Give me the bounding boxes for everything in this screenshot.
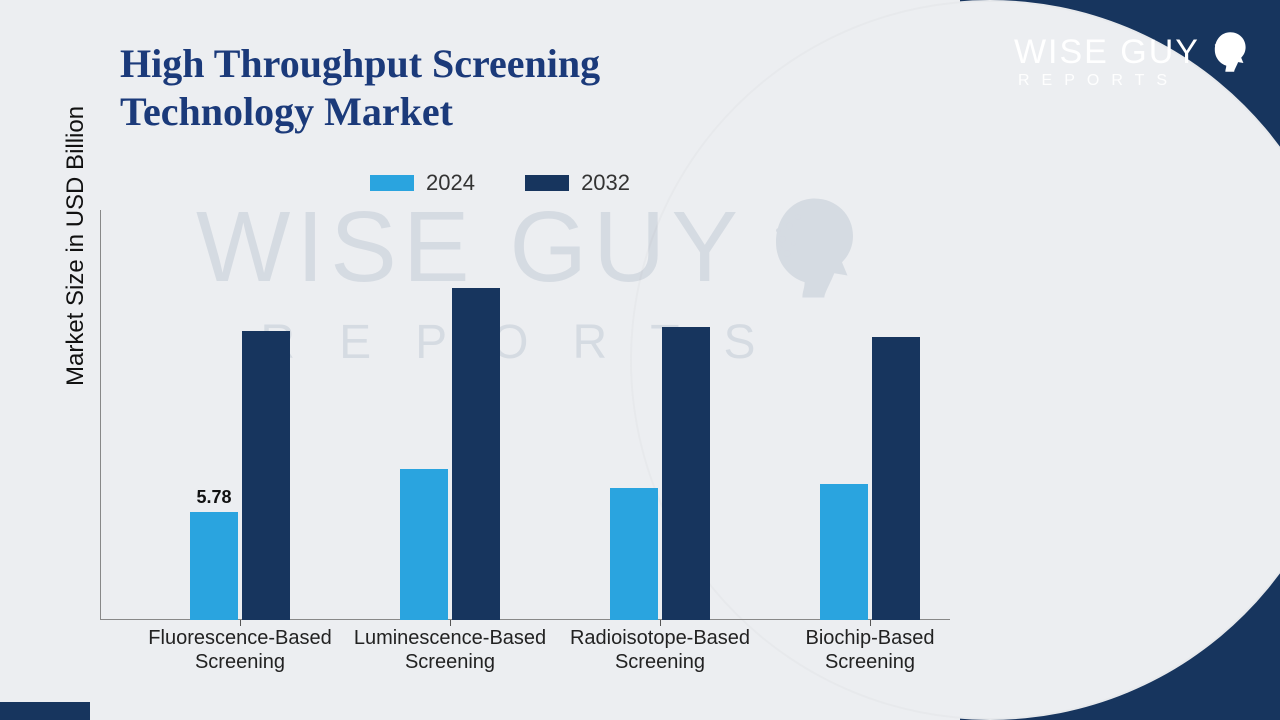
bar-3-s1	[872, 337, 920, 620]
logo-line1: WISE GUY	[1014, 33, 1200, 72]
x-label-2: Radioisotope-BasedScreening	[550, 626, 770, 674]
legend-swatch-2032	[525, 175, 569, 191]
legend-label-2032: 2032	[581, 170, 630, 196]
x-label-1: Luminescence-BasedScreening	[340, 626, 560, 674]
y-axis-label: Market Size in USD Billion	[62, 106, 90, 386]
bar-1-s0	[400, 469, 448, 620]
legend-item-2032: 2032	[525, 170, 630, 196]
bar-0-s1	[242, 331, 290, 620]
bar-2-s0	[610, 488, 658, 620]
legend-item-2024: 2024	[370, 170, 475, 196]
x-label-0: Fluorescence-BasedScreening	[130, 626, 350, 674]
legend: 2024 2032	[0, 170, 1000, 197]
plot-area: 5.78	[100, 210, 950, 620]
bar-1-s1	[452, 288, 500, 620]
chart-canvas: WISE GUY REPORTS WISE GUY REPORTS High T…	[0, 0, 1280, 720]
bar-0-s0	[190, 512, 238, 620]
legend-swatch-2024	[370, 175, 414, 191]
data-label: 5.78	[196, 487, 231, 508]
legend-label-2024: 2024	[426, 170, 475, 196]
brand-logo: WISE GUY REPORTS	[1014, 30, 1250, 90]
logo-line2: REPORTS	[1014, 72, 1250, 90]
chart-title: High Throughput Screening Technology Mar…	[120, 40, 740, 136]
bar-3-s0	[820, 484, 868, 620]
x-label-3: Biochip-BasedScreening	[760, 626, 980, 674]
bottom-strip	[0, 702, 90, 720]
bar-2-s1	[662, 327, 710, 620]
logo-head-icon	[1206, 30, 1250, 74]
y-axis-line	[100, 210, 101, 620]
x-axis-labels: Fluorescence-BasedScreeningLuminescence-…	[100, 626, 950, 686]
